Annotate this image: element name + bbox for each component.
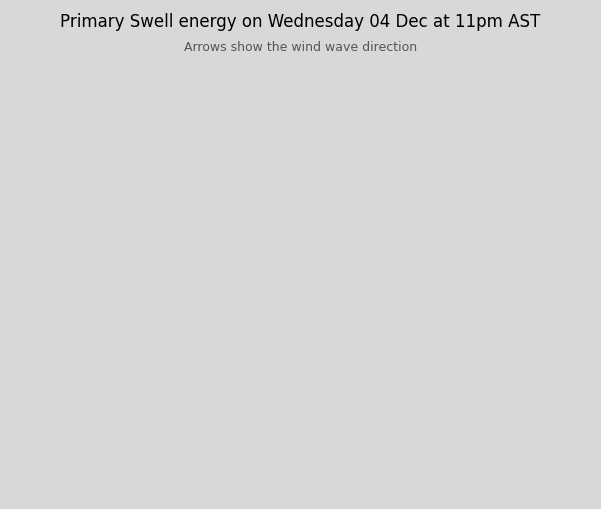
Text: Arrows show the wind wave direction: Arrows show the wind wave direction [184, 41, 417, 54]
Text: Primary Swell energy on Wednesday 04 Dec at 11pm AST: Primary Swell energy on Wednesday 04 Dec… [60, 13, 541, 31]
